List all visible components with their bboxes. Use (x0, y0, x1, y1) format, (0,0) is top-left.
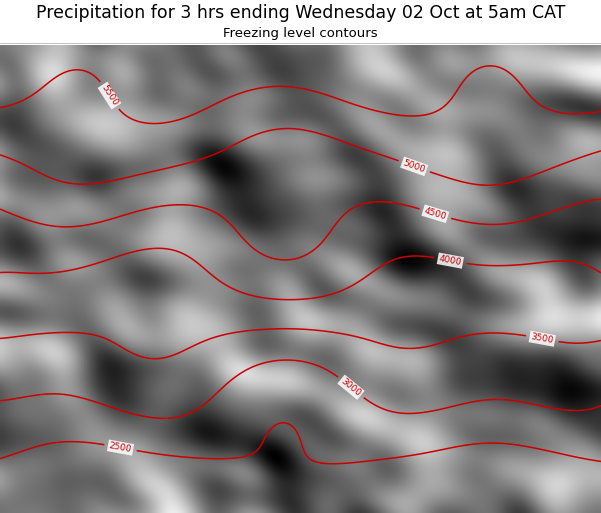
Text: 4500: 4500 (423, 206, 448, 222)
Text: 4000: 4000 (438, 254, 462, 267)
Text: 5000: 5000 (402, 158, 427, 174)
Text: 3500: 3500 (530, 332, 554, 345)
Text: 3000: 3000 (339, 377, 363, 398)
Text: 2500: 2500 (108, 441, 133, 454)
Text: 5500: 5500 (99, 84, 120, 108)
Text: Precipitation for 3 hrs ending Wednesday 02 Oct at 5am CAT: Precipitation for 3 hrs ending Wednesday… (36, 4, 565, 22)
Text: Freezing level contours: Freezing level contours (223, 27, 378, 40)
